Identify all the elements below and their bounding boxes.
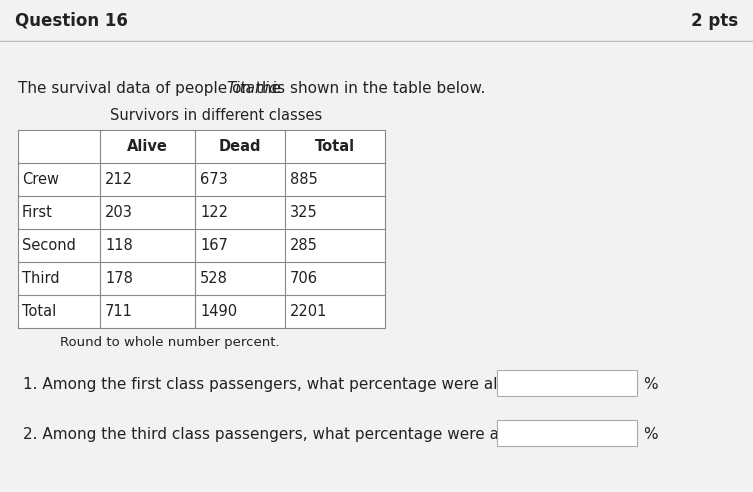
Text: First: First (22, 205, 53, 220)
Text: The survival data of people on the: The survival data of people on the (18, 81, 286, 95)
Text: Total: Total (315, 139, 355, 154)
Text: 2. Among the third class passengers, what percentage were alive?: 2. Among the third class passengers, wha… (23, 427, 534, 441)
FancyBboxPatch shape (497, 420, 637, 446)
Text: Round to whole number percent.: Round to whole number percent. (60, 336, 279, 348)
Text: %: % (643, 376, 657, 392)
Text: 885: 885 (290, 172, 318, 187)
Text: 711: 711 (105, 304, 133, 319)
Text: Crew: Crew (22, 172, 59, 187)
Text: %: % (643, 427, 657, 441)
Text: 706: 706 (290, 271, 318, 286)
Text: 2 pts: 2 pts (691, 12, 738, 30)
Text: Dead: Dead (219, 139, 261, 154)
Text: Titanic: Titanic (226, 81, 278, 95)
Text: Second: Second (22, 238, 76, 253)
Text: Third: Third (22, 271, 59, 286)
Text: 1. Among the first class passengers, what percentage were alive?: 1. Among the first class passengers, wha… (23, 376, 529, 392)
Text: 673: 673 (200, 172, 227, 187)
Text: 528: 528 (200, 271, 228, 286)
Text: Survivors in different classes: Survivors in different classes (110, 107, 322, 123)
Text: 285: 285 (290, 238, 318, 253)
Text: is shown in the table below.: is shown in the table below. (268, 81, 485, 95)
Text: 1490: 1490 (200, 304, 237, 319)
FancyBboxPatch shape (497, 370, 637, 396)
Text: 178: 178 (105, 271, 133, 286)
Text: 325: 325 (290, 205, 318, 220)
Text: 122: 122 (200, 205, 228, 220)
Text: 212: 212 (105, 172, 133, 187)
Text: 2201: 2201 (290, 304, 328, 319)
Text: 203: 203 (105, 205, 133, 220)
Text: 167: 167 (200, 238, 228, 253)
Text: Alive: Alive (127, 139, 168, 154)
Bar (18, 130, 385, 328)
Text: 118: 118 (105, 238, 133, 253)
Text: Question 16: Question 16 (15, 12, 128, 30)
Text: Total: Total (22, 304, 56, 319)
